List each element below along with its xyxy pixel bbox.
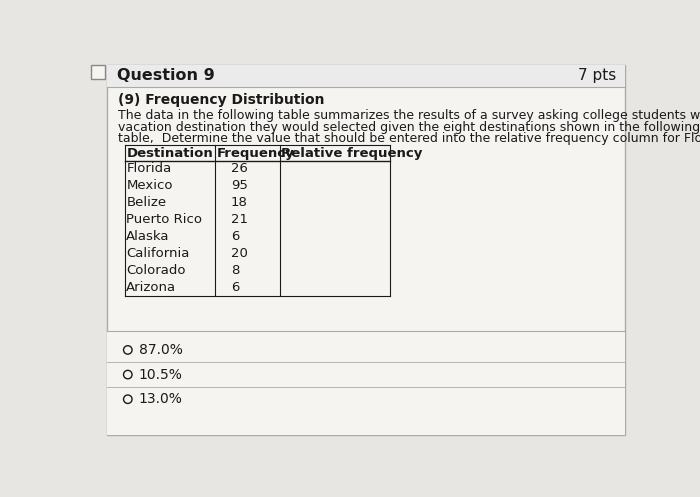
- Text: Destination: Destination: [126, 147, 213, 160]
- Text: vacation destination they would selected given the eight destinations shown in t: vacation destination they would selected…: [118, 121, 700, 134]
- Text: Relative frequency: Relative frequency: [281, 147, 423, 160]
- Text: 10.5%: 10.5%: [139, 368, 183, 382]
- FancyBboxPatch shape: [90, 65, 104, 79]
- Text: Arizona: Arizona: [126, 281, 176, 294]
- Text: 26: 26: [231, 163, 248, 175]
- Text: Florida: Florida: [126, 163, 172, 175]
- FancyBboxPatch shape: [107, 65, 624, 435]
- Text: 87.0%: 87.0%: [139, 343, 183, 357]
- Text: Frequency: Frequency: [217, 147, 295, 160]
- Text: table,  Determine the value that should be entered into the relative frequency c: table, Determine the value that should b…: [118, 132, 700, 146]
- Text: Belize: Belize: [126, 196, 167, 209]
- Text: 18: 18: [231, 196, 248, 209]
- Text: 6: 6: [231, 230, 239, 243]
- Text: Mexico: Mexico: [126, 179, 173, 192]
- Text: 21: 21: [231, 213, 248, 226]
- Text: Colorado: Colorado: [126, 264, 186, 277]
- Text: 7 pts: 7 pts: [578, 68, 616, 83]
- FancyBboxPatch shape: [107, 65, 624, 86]
- Text: California: California: [126, 247, 190, 260]
- Text: (9) Frequency Distribution: (9) Frequency Distribution: [118, 93, 325, 107]
- Text: Question 9: Question 9: [117, 68, 215, 83]
- Text: 13.0%: 13.0%: [139, 392, 183, 406]
- Text: 95: 95: [231, 179, 248, 192]
- FancyBboxPatch shape: [107, 331, 624, 435]
- Text: 8: 8: [231, 264, 239, 277]
- Text: 20: 20: [231, 247, 248, 260]
- Text: 6: 6: [231, 281, 239, 294]
- Text: Puerto Rico: Puerto Rico: [126, 213, 202, 226]
- Text: The data in the following table summarizes the results of a survey asking colleg: The data in the following table summariz…: [118, 109, 700, 122]
- Text: Alaska: Alaska: [126, 230, 169, 243]
